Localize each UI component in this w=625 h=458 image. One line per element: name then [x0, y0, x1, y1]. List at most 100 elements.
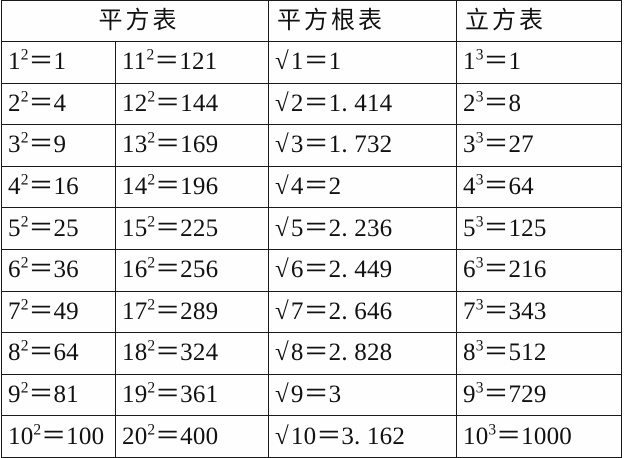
- square-cell-left-exponent: 2: [20, 296, 29, 314]
- square-cell-left-base: 5: [8, 214, 21, 242]
- cube-cell-exponent: 3: [475, 296, 484, 314]
- table-row: 42＝16 142＝196 √4＝2 43＝64: [1, 165, 622, 209]
- square-cell-right: 122＝144: [115, 82, 269, 126]
- square-root-cell: √10＝3. 162: [268, 415, 457, 458]
- square-cell-left-equals-sign: ＝: [28, 380, 54, 408]
- square-cell-left-equals-sign: ＝: [28, 172, 54, 200]
- square-cell-left-expression: 62＝36: [8, 256, 79, 284]
- square-cell-left-equals-sign: ＝: [28, 339, 54, 367]
- table-row: 22＝4 122＝144 √2＝1. 414 23＝8: [1, 82, 622, 126]
- square-cell-right-base: 14: [122, 172, 148, 200]
- square-cell-left-base: 9: [8, 380, 21, 408]
- cube-cell-exponent: 3: [475, 171, 484, 189]
- square-cell-right-expression: 192＝361: [122, 379, 219, 408]
- radical-icon: √: [275, 214, 289, 242]
- square-cell-right-base: 19: [122, 380, 148, 408]
- square-cell-left-value: 49: [53, 297, 79, 325]
- table-row: 82＝64 182＝324 √8＝2. 828 83＝512: [1, 332, 622, 375]
- square-root-cell-radicand: 3: [290, 131, 304, 159]
- square-cell-right-expression: 132＝169: [122, 131, 218, 159]
- square-cell-right-value: 225: [180, 214, 219, 242]
- cube-cell-value: 216: [508, 256, 547, 284]
- square-root-cell-expression: √3＝1. 732: [275, 131, 392, 159]
- square-root-cell-equals-sign: ＝: [303, 339, 329, 367]
- square-root-cell: √4＝2: [268, 165, 457, 209]
- cube-cell-equals-sign: ＝: [496, 422, 522, 450]
- square-cell-left-equals-sign: ＝: [28, 89, 54, 117]
- header-squares: 平方表: [1, 0, 269, 42]
- square-root-cell-value: 2. 449: [328, 256, 393, 284]
- square-root-cell-radicand: 2: [290, 89, 304, 117]
- square-cell-right-base: 13: [122, 131, 148, 159]
- cube-cell-expression: 13＝1: [463, 46, 521, 76]
- square-cell-left-expression: 32＝9: [8, 130, 66, 158]
- square-root-cell-value: 2. 236: [328, 214, 393, 242]
- cube-cell-value: 125: [508, 214, 547, 242]
- square-cell-left: 92＝81: [1, 373, 116, 417]
- cube-cell-value: 64: [508, 172, 534, 200]
- square-root-cell-value: 3. 162: [341, 422, 406, 450]
- square-cell-left: 82＝64: [1, 332, 116, 375]
- square-cell-left-base: 4: [8, 172, 21, 200]
- cube-cell-exponent: 3: [475, 338, 484, 355]
- table-row: 62＝36 162＝256 √6＝2. 449 63＝216: [1, 248, 622, 292]
- square-cell-right-equals-sign: ＝: [155, 297, 181, 325]
- square-cell-left-value: 4: [53, 89, 67, 117]
- radical-icon: √: [275, 380, 289, 408]
- cube-cell-equals-sign: ＝: [483, 297, 509, 325]
- square-cell-right-value: 361: [180, 380, 219, 408]
- square-cell-right-equals-sign: ＝: [155, 89, 181, 117]
- square-cell-left-expression: 102＝100: [8, 422, 104, 450]
- cube-cell-base: 8: [463, 339, 476, 367]
- cube-cell: 73＝343: [456, 290, 622, 334]
- square-cell-right-exponent: 2: [147, 421, 156, 439]
- square-cell-left-exponent: 2: [20, 213, 29, 231]
- square-cell-right-exponent: 2: [147, 379, 156, 397]
- square-root-cell-radicand: 7: [290, 297, 304, 325]
- cube-cell-equals-sign: ＝: [483, 214, 509, 242]
- square-cell-left-base: 6: [8, 256, 21, 284]
- square-cell-right-value: 144: [180, 89, 219, 117]
- cube-cell-equals-sign: ＝: [483, 48, 509, 76]
- table-row: 32＝9 132＝169 √3＝1. 732 33＝27: [1, 124, 622, 167]
- square-cell-left: 62＝36: [1, 248, 116, 292]
- square-root-cell-equals-sign: ＝: [303, 214, 329, 242]
- radical-icon: √: [275, 256, 289, 284]
- square-root-cell-expression: √2＝1. 414: [275, 89, 392, 117]
- table-row: 12＝1 112＝121 √1＝1 13＝1: [1, 41, 622, 84]
- square-root-cell-radicand: 4: [290, 172, 304, 200]
- radical-icon: √: [275, 131, 289, 159]
- square-cell-left-equals-sign: ＝: [28, 48, 54, 76]
- cube-cell: 63＝216: [456, 248, 622, 292]
- square-cell-left: 72＝49: [1, 290, 116, 334]
- cube-cell-expression: 53＝125: [463, 213, 547, 242]
- square-cell-right-exponent: 2: [147, 171, 156, 189]
- square-cell-right-value: 256: [180, 256, 219, 284]
- square-cell-right: 192＝361: [115, 373, 269, 417]
- square-cell-right-equals-sign: ＝: [155, 380, 181, 408]
- cube-cell-expression: 73＝343: [463, 296, 547, 325]
- square-root-cell-radicand: 5: [290, 214, 304, 242]
- cube-cell-equals-sign: ＝: [483, 89, 509, 117]
- square-cell-left-exponent: 2: [20, 130, 29, 148]
- cube-cell-value: 8: [508, 89, 522, 117]
- square-cell-right-value: 121: [179, 48, 218, 76]
- square-cell-right-value: 289: [180, 297, 219, 325]
- cube-cell: 103＝1000: [456, 415, 622, 458]
- cube-cell-exponent: 3: [475, 46, 484, 64]
- cube-cell-base: 7: [463, 297, 476, 325]
- radical-icon: √: [275, 89, 289, 117]
- square-cell-right-expression: 142＝196: [122, 171, 218, 200]
- square-cell-left-expression: 92＝81: [8, 379, 79, 408]
- square-cell-left-expression: 72＝49: [8, 296, 79, 325]
- square-root-cell-equals-sign: ＝: [303, 131, 329, 159]
- square-root-cell-radicand: 6: [290, 256, 304, 284]
- square-cell-right-equals-sign: ＝: [154, 48, 180, 76]
- square-cell-left-equals-sign: ＝: [28, 297, 54, 325]
- square-cell-left-exponent: 2: [20, 379, 29, 397]
- radical-icon: √: [275, 297, 289, 325]
- square-cell-left: 52＝25: [1, 207, 116, 250]
- cube-cell-exponent: 3: [475, 213, 484, 231]
- square-cell-right-base: 20: [122, 422, 148, 450]
